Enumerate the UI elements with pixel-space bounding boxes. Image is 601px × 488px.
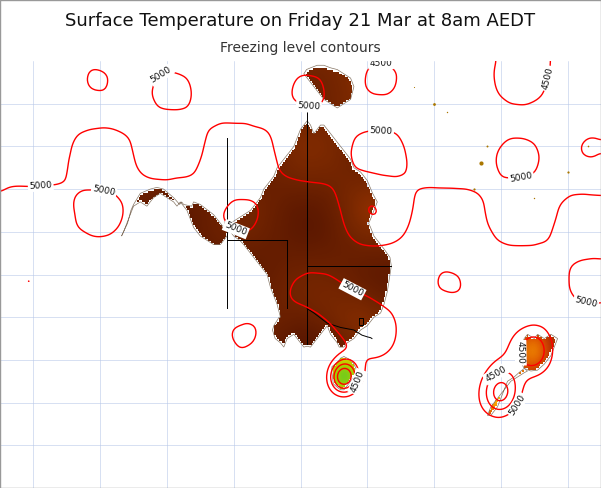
Text: 4500: 4500 bbox=[516, 341, 525, 364]
Text: 4500: 4500 bbox=[349, 369, 366, 394]
Text: 5000: 5000 bbox=[29, 181, 52, 191]
Text: 4500: 4500 bbox=[484, 365, 508, 384]
Text: 5000: 5000 bbox=[507, 393, 527, 417]
Text: 5000: 5000 bbox=[340, 280, 365, 299]
Text: 5000: 5000 bbox=[92, 184, 116, 198]
Text: 4500: 4500 bbox=[541, 66, 555, 91]
Text: 4500: 4500 bbox=[370, 59, 392, 68]
Text: 5000: 5000 bbox=[509, 171, 533, 184]
Text: 5000: 5000 bbox=[370, 126, 393, 136]
Text: 5000: 5000 bbox=[574, 295, 598, 309]
Text: 5000: 5000 bbox=[149, 65, 173, 85]
Text: 5000: 5000 bbox=[297, 102, 320, 112]
Text: Freezing level contours: Freezing level contours bbox=[220, 41, 381, 56]
Text: 5000: 5000 bbox=[224, 221, 248, 238]
Text: Surface Temperature on Friday 21 Mar at 8am AEDT: Surface Temperature on Friday 21 Mar at … bbox=[66, 12, 535, 30]
